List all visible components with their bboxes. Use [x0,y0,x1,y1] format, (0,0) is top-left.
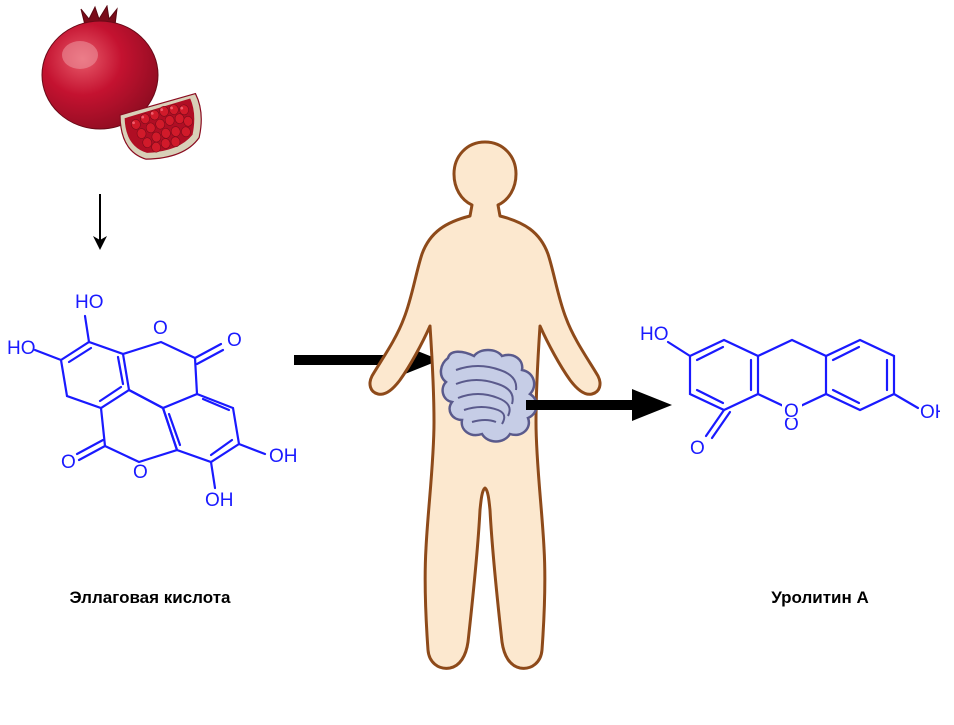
atom-label: OH [269,446,298,467]
urolithin-a-label: Уролитин А [740,588,900,608]
atom-label: OH [205,490,234,511]
ellagic-acid-label: Эллаговая кислота [40,588,260,608]
diagram-stage: HO HO O O O O OH OH [0,0,954,725]
atom-label: O [133,462,148,483]
pomegranate-icon [25,5,215,185]
atom-label: O [61,452,76,473]
svg-text:O: O [784,401,799,422]
atom-label: O [690,438,705,459]
ellagic-acid-structure: HO HO O O O O OH OH [5,250,315,570]
atom-label: HO [640,324,669,345]
atom-label: OH [920,402,940,423]
atom-label: HO [7,338,36,359]
atom-label: O [227,330,242,351]
atom-label: HO [75,292,104,313]
atom-label: O [153,318,168,339]
arrow-pomegranate-to-ellagic [88,192,112,256]
urolithin-a-structure: HO O O OH O [640,290,940,520]
